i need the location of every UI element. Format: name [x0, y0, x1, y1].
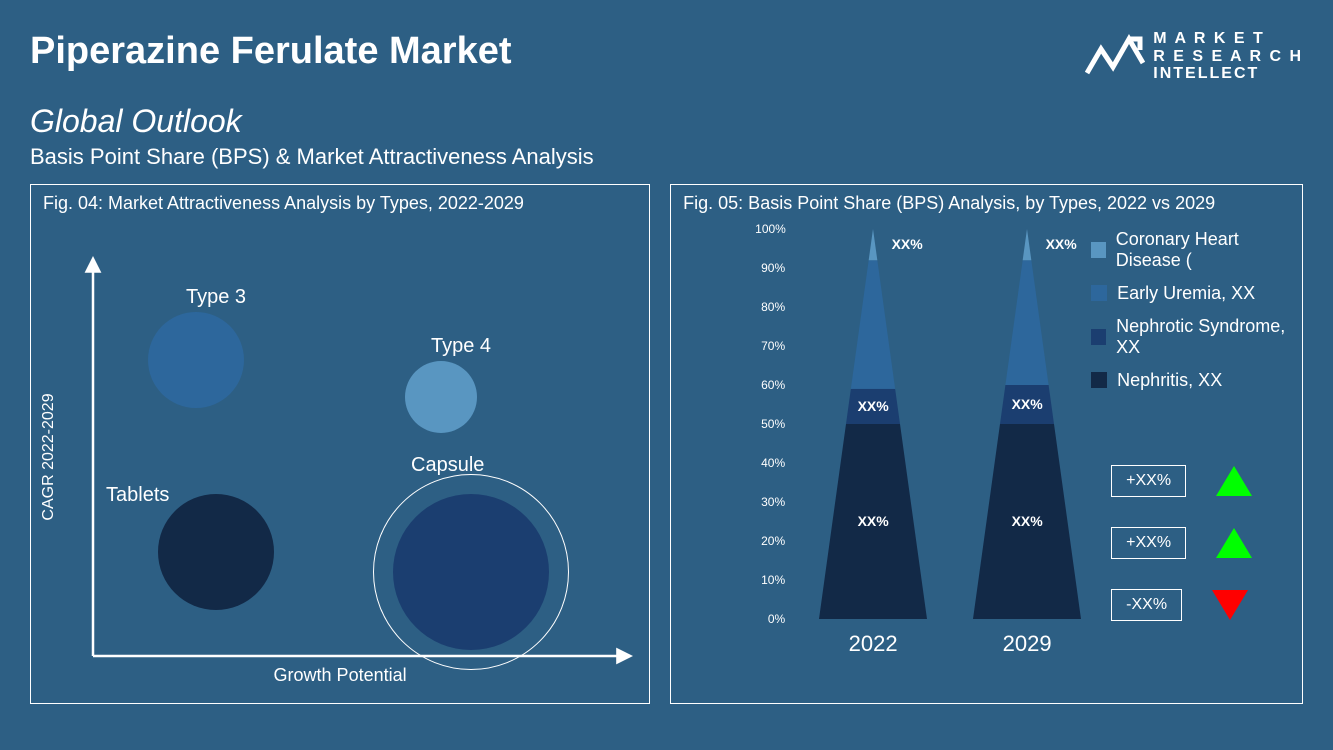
fig05-plot: 0%10%20%30%40%50%60%70%80%90%100% XX%XX%… — [681, 229, 1081, 659]
fig05-category-label: 2029 — [1003, 631, 1052, 657]
fig04-panel: Fig. 04: Market Attractiveness Analysis … — [30, 184, 650, 704]
change-value: +XX% — [1111, 527, 1186, 559]
change-value: +XX% — [1111, 465, 1186, 497]
legend-swatch — [1091, 372, 1107, 388]
bubble-tablets — [158, 494, 274, 610]
fig04-ylabel: CAGR 2022-2029 — [40, 393, 58, 520]
bubble-type-3 — [148, 312, 244, 408]
fig05-segment-pct: XX% — [1046, 236, 1077, 252]
change-row: +XX% — [1111, 527, 1252, 559]
bubble-type-4 — [405, 361, 477, 433]
fig05-segment-pct: XX% — [892, 236, 923, 252]
change-row: -XX% — [1111, 589, 1252, 621]
logo-text: M A R K E T R E S E A R C H INTELLECT — [1153, 30, 1303, 83]
arrow-down-icon — [1212, 590, 1248, 620]
legend-label: Nephrotic Syndrome, XX — [1116, 316, 1302, 358]
legend-item: Coronary Heart Disease ( — [1091, 229, 1302, 271]
logo-line3: INTELLECT — [1153, 65, 1303, 83]
fig05-changes: +XX% +XX% -XX% — [1111, 465, 1252, 651]
legend-swatch — [1091, 329, 1106, 345]
fig04-title: Fig. 04: Market Attractiveness Analysis … — [31, 185, 649, 222]
arrow-up-icon — [1216, 466, 1252, 496]
fig05-segment-pct: XX% — [1012, 396, 1043, 412]
bubble-capsule — [393, 494, 549, 650]
bubble-label-tablets: Tablets — [106, 484, 169, 507]
legend-item: Early Uremia, XX — [1091, 283, 1302, 304]
legend-label: Coronary Heart Disease ( — [1116, 229, 1302, 271]
fig05-category-label: 2022 — [849, 631, 898, 657]
change-row: +XX% — [1111, 465, 1252, 497]
change-value: -XX% — [1111, 589, 1182, 621]
fig05-panel: Fig. 05: Basis Point Share (BPS) Analysi… — [670, 184, 1303, 704]
bubble-label-capsule: Capsule — [411, 454, 484, 477]
legend-swatch — [1091, 285, 1107, 301]
brand-logo: M A R K E T R E S E A R C H INTELLECT — [1085, 30, 1303, 83]
legend-label: Nephritis, XX — [1117, 370, 1222, 391]
fig04-xlabel: Growth Potential — [274, 665, 407, 686]
bubble-label-type-3: Type 3 — [186, 286, 246, 309]
legend-swatch — [1091, 242, 1106, 258]
arrow-up-icon — [1216, 528, 1252, 558]
page-title: Piperazine Ferulate Market — [30, 30, 512, 73]
fig05-segment-pct: XX% — [858, 513, 889, 529]
fig05-legend: Coronary Heart Disease ( Early Uremia, XX… — [1091, 229, 1302, 403]
bubble-label-type-4: Type 4 — [431, 335, 491, 358]
legend-item: Nephritis, XX — [1091, 370, 1302, 391]
legend-label: Early Uremia, XX — [1117, 283, 1255, 304]
fig05-segment-pct: XX% — [858, 398, 889, 414]
logo-line2: R E S E A R C H — [1153, 48, 1303, 66]
logo-icon — [1085, 33, 1145, 79]
global-outlook-heading: Global Outlook — [30, 103, 1303, 140]
fig05-segment-pct: XX% — [1012, 513, 1043, 529]
legend-item: Nephrotic Syndrome, XX — [1091, 316, 1302, 358]
fig04-plot: CAGR 2022-2029 Growth Potential Type 3 Ty… — [31, 222, 649, 692]
fig05-title: Fig. 05: Basis Point Share (BPS) Analysi… — [671, 185, 1302, 222]
logo-line1: M A R K E T — [1153, 30, 1303, 48]
subtitle: Basis Point Share (BPS) & Market Attract… — [30, 144, 1303, 170]
